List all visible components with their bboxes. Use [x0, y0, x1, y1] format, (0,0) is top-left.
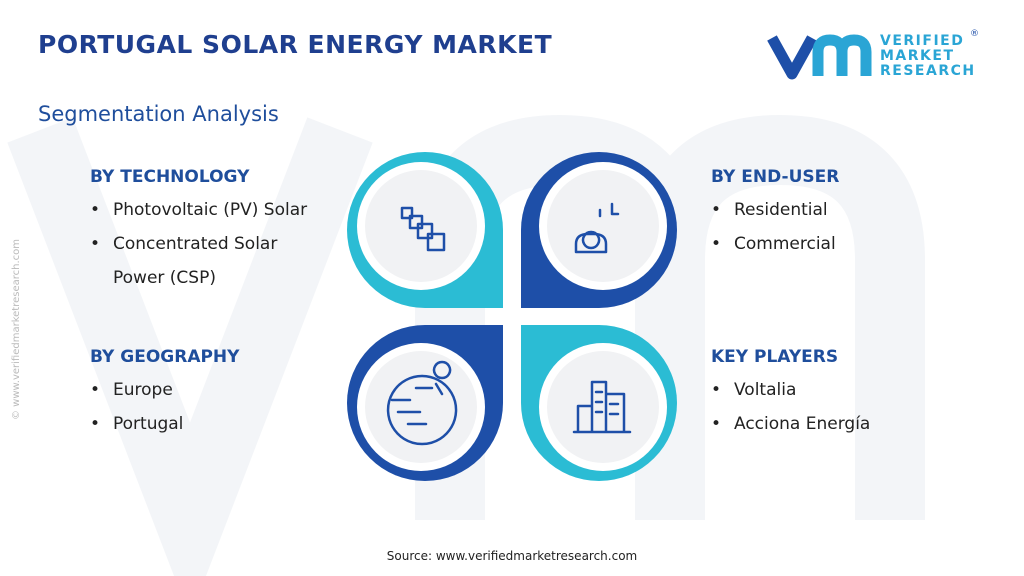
segment-item: Europe	[90, 373, 320, 407]
logo-line: VERIFIED	[880, 33, 964, 49]
segment: BY GEOGRAPHY EuropePortugal	[90, 347, 320, 441]
quadrant	[347, 325, 503, 481]
quadrant	[521, 325, 677, 481]
logo-mark	[767, 34, 872, 80]
icon-buildings	[572, 380, 632, 434]
logo-registered: ®	[970, 29, 979, 39]
watermark: © www.verifiedmarketresearch.com	[11, 238, 22, 420]
segment-title: BY GEOGRAPHY	[90, 347, 240, 367]
quadrant	[521, 152, 677, 308]
segment-item: Voltalia	[711, 373, 941, 407]
segment-title: KEY PLAYERS	[711, 347, 839, 367]
source: Source: www.verifiedmarketresearch.com	[386, 549, 638, 563]
icon-user	[574, 202, 620, 254]
quadrant-disc	[547, 351, 659, 463]
segment-item: Residential	[711, 193, 941, 227]
title: PORTUGAL SOLAR ENERGY MARKET	[38, 30, 553, 59]
subtitle: Segmentation Analysis	[38, 102, 279, 126]
icon-panels	[400, 206, 446, 252]
logo-line: RESEARCH	[880, 63, 976, 79]
segment-graphic	[347, 152, 677, 481]
logo-line: MARKET	[880, 48, 955, 64]
segment: BY END-USER ResidentialCommercial	[711, 167, 941, 261]
segment-list: Photovoltaic (PV) SolarConcentrated Sola…	[90, 193, 320, 295]
segment-list: ResidentialCommercial	[711, 193, 941, 261]
segment: KEY PLAYERS VoltaliaAcciona Energía	[711, 347, 941, 441]
segment-item: Portugal	[90, 407, 320, 441]
icon-globe	[386, 360, 458, 446]
segment-item: Concentrated Solar Power (CSP)	[90, 227, 320, 295]
segment-list: EuropePortugal	[90, 373, 320, 441]
segment: BY TECHNOLOGY Photovoltaic (PV) SolarConc…	[90, 167, 320, 295]
segment-item: Commercial	[711, 227, 941, 261]
segment-item: Acciona Energía	[711, 407, 941, 441]
segment-title: BY TECHNOLOGY	[90, 167, 250, 187]
segment-title: BY END-USER	[711, 167, 840, 187]
segment-list: VoltaliaAcciona Energía	[711, 373, 941, 441]
quadrant	[347, 152, 503, 308]
quadrant-disc	[365, 351, 477, 463]
segment-item: Photovoltaic (PV) Solar	[90, 193, 320, 227]
quadrant-disc	[547, 170, 659, 282]
